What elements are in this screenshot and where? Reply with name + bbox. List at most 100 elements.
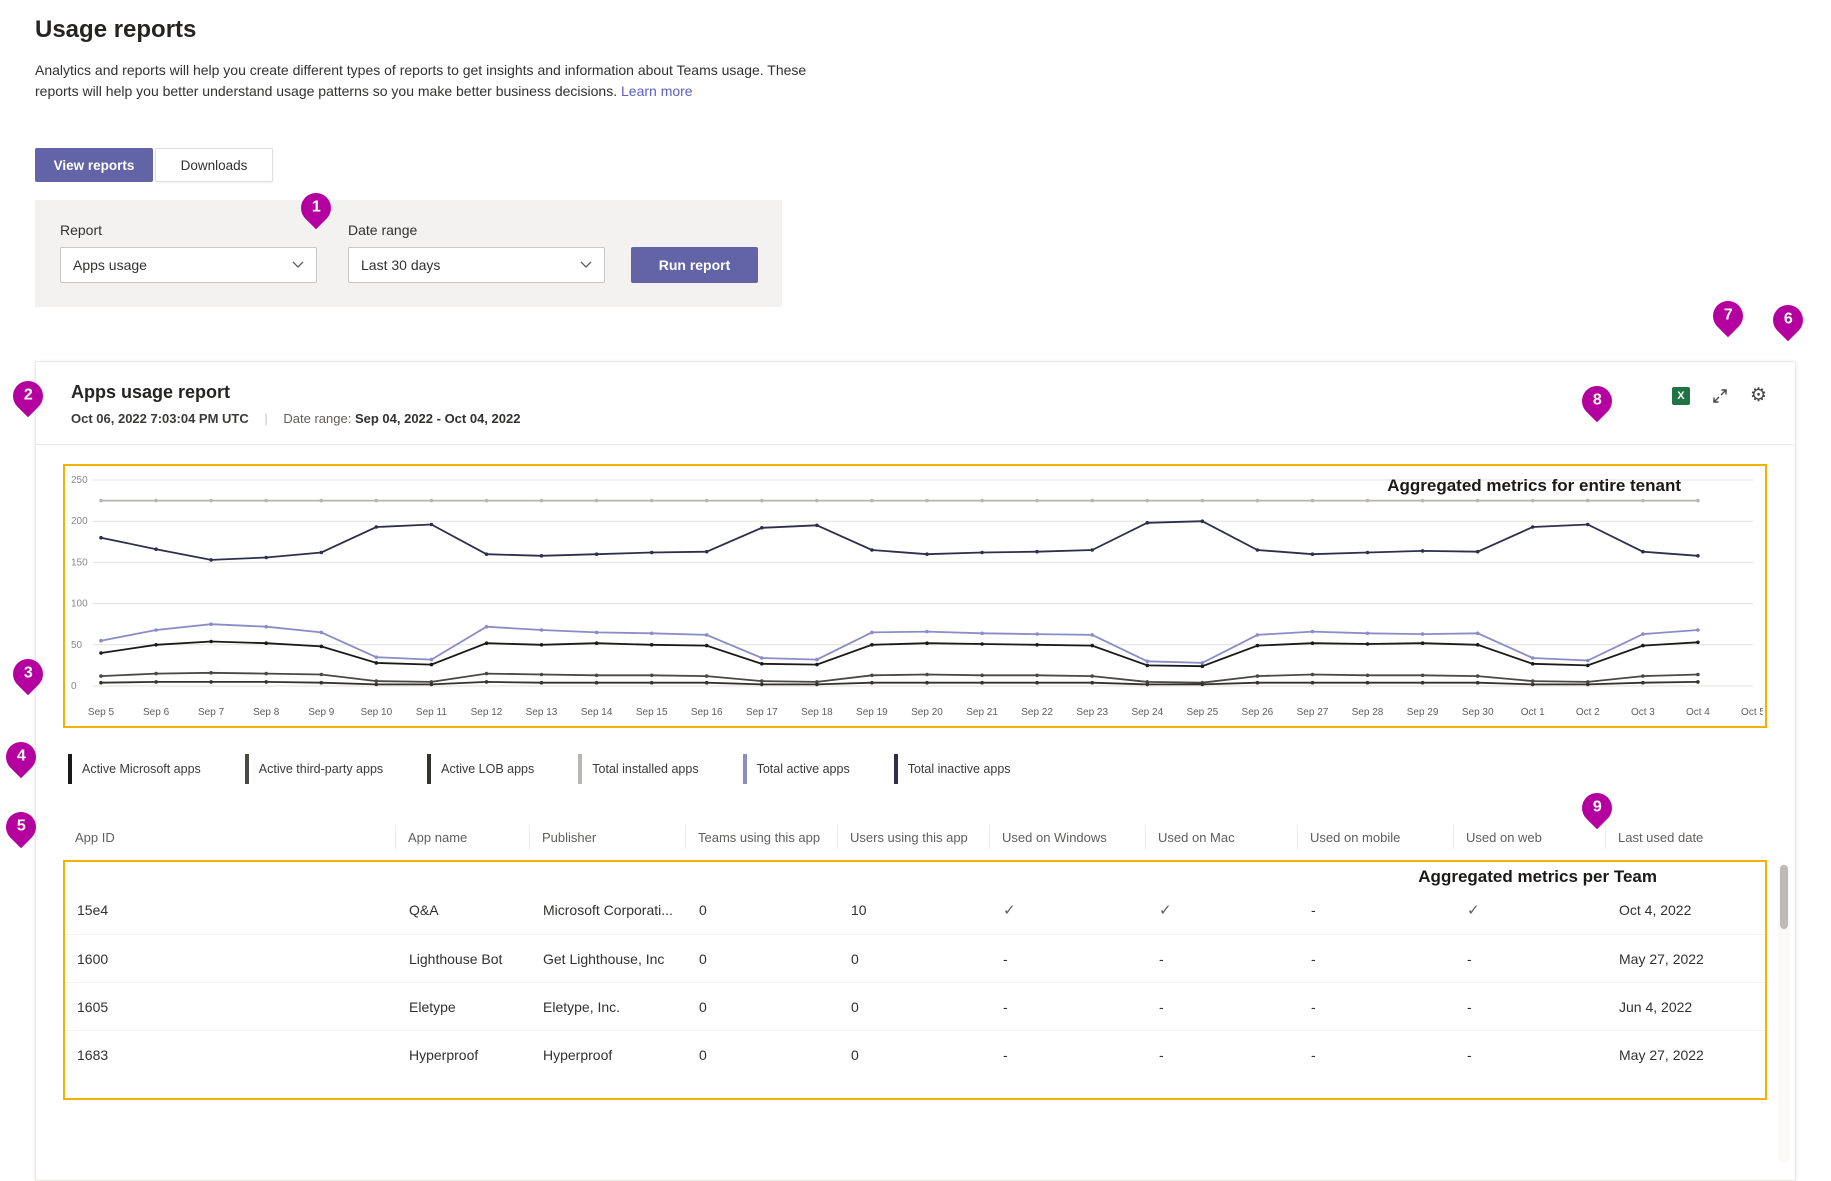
table-cell: - (1311, 998, 1316, 1015)
column-header[interactable]: Users using this app (837, 825, 989, 849)
table-row[interactable]: 1605 Eletype Eletype, Inc. 0 0 - - - - Jun 4, 202… (65, 982, 1765, 1030)
table-cell: - (1159, 950, 1164, 967)
table-cell: 0 (699, 1046, 707, 1063)
table-body: 15e4 Q&A Microsoft Corporati... 0 10 ✓ ✓ - ✓ Oct … (65, 886, 1765, 1078)
table-body-box: Aggregated metrics per Team 15e4 Q&A Micro… (63, 860, 1767, 1100)
table-scrollbar[interactable] (1778, 863, 1790, 1163)
table-annotation: Aggregated metrics per Team (1418, 867, 1657, 886)
apps-usage-chart: 0 50 100 150 200 250 Sep 5 Sep 6 Sep 7 Sep 8 Sep 9… (71, 475, 1763, 718)
table-cell: Hyperproof (543, 1046, 613, 1063)
svg-text:Sep 22: Sep 22 (1021, 707, 1053, 718)
column-header[interactable]: Used on web (1453, 825, 1605, 849)
date-range-select-label: Date range (348, 222, 418, 238)
description-text: Analytics and reports will help you crea… (35, 62, 807, 99)
legend-label: Active third-party apps (258, 762, 384, 776)
legend-marker (244, 754, 249, 784)
settings-gear-icon[interactable]: ⚙ (1749, 385, 1767, 406)
table-cell: 1600 (77, 950, 109, 967)
tab-downloads[interactable]: Downloads (155, 148, 273, 182)
column-header[interactable]: Used on Mac (1145, 825, 1297, 849)
table-cell: Hyperproof (409, 1046, 479, 1063)
svg-text:Sep 24: Sep 24 (1131, 707, 1163, 718)
legend-item[interactable]: Active Microsoft apps (68, 754, 201, 784)
usage-reports-page: Usage reports Analytics and reports will… (0, 16, 1810, 1181)
report-card-header: Apps usage report Oct 06, 2022 7:03:04 P… (36, 362, 1795, 426)
table-cell: Eletype (409, 998, 456, 1015)
svg-text:Oct 2: Oct 2 (1576, 707, 1600, 718)
expand-icon[interactable] (1712, 388, 1728, 404)
legend-item[interactable]: Active third-party apps (244, 754, 384, 784)
table-cell: 15e4 (77, 902, 109, 918)
legend-item[interactable]: Total active apps (742, 754, 850, 784)
excel-export-icon[interactable]: X (1671, 386, 1690, 405)
table-cell: May 27, 2022 (1619, 1046, 1704, 1063)
column-header[interactable]: Publisher (529, 825, 685, 849)
legend-item[interactable]: Active LOB apps (427, 754, 534, 784)
table-cell: 10 (851, 902, 867, 918)
table-row[interactable]: 1600 Lighthouse Bot Get Lighthouse, Inc 0 0 -… (65, 934, 1765, 982)
svg-text:Sep 21: Sep 21 (966, 707, 998, 718)
meta-divider: | (264, 411, 268, 426)
date-range-label: Date range: (283, 411, 352, 426)
column-header[interactable]: Teams using this app (685, 825, 837, 849)
callout-badge-6: 6 (1766, 298, 1810, 342)
legend-item[interactable]: Total installed apps (578, 754, 699, 784)
svg-text:50: 50 (71, 640, 83, 651)
svg-text:Sep 29: Sep 29 (1407, 707, 1439, 718)
report-meta: Oct 06, 2022 7:03:04 PM UTC | Date range… (71, 411, 1765, 426)
svg-text:Oct 5: Oct 5 (1741, 707, 1763, 718)
table-cell: 0 (851, 998, 859, 1015)
table-cell: - (1003, 998, 1008, 1015)
column-header[interactable]: App name (395, 825, 529, 849)
report-filter-panel: Report Apps usage Date range Last 30 day… (35, 200, 782, 307)
svg-text:Sep 8: Sep 8 (253, 707, 280, 718)
legend-marker (427, 754, 432, 784)
column-header[interactable]: Used on Windows (989, 825, 1145, 849)
date-range-value: Sep 04, 2022 - Oct 04, 2022 (354, 411, 521, 426)
table-cell: 0 (699, 998, 707, 1015)
table-cell: - (1467, 998, 1472, 1015)
check-icon: ✓ (1159, 902, 1172, 919)
chart-legend: Active Microsoft apps Active third-party … (68, 754, 1795, 784)
report-toolbar: X ⚙ (1671, 385, 1767, 406)
card-divider (36, 444, 1795, 445)
table-header-row: App ID App name Publisher Teams using this … (63, 814, 1767, 860)
legend-marker (893, 754, 898, 784)
legend-marker (578, 754, 583, 784)
tab-view-reports[interactable]: View reports (35, 148, 153, 182)
svg-text:200: 200 (71, 516, 88, 527)
column-header[interactable]: App ID (75, 829, 115, 845)
report-select[interactable]: Apps usage (60, 247, 317, 283)
column-header[interactable]: Last used date (1605, 825, 1767, 849)
table-cell: - (1159, 998, 1164, 1015)
report-select-value: Apps usage (73, 257, 147, 273)
column-header[interactable]: Used on mobile (1297, 825, 1453, 849)
table-row[interactable]: 15e4 Q&A Microsoft Corporati... 0 10 ✓ ✓ - ✓ Oct … (65, 886, 1765, 934)
table-cell: 0 (851, 950, 859, 967)
run-report-button[interactable]: Run report (631, 247, 758, 283)
table-cell: 0 (851, 1046, 859, 1063)
legend-label: Total inactive apps (907, 762, 1011, 776)
legend-label: Active LOB apps (441, 762, 535, 776)
legend-label: Total installed apps (592, 762, 699, 776)
date-range-select[interactable]: Last 30 days (348, 247, 605, 283)
callout-badge-7: 7 (1706, 294, 1750, 338)
svg-text:150: 150 (71, 557, 88, 568)
svg-text:Sep 6: Sep 6 (143, 707, 170, 718)
table-cell: Lighthouse Bot (409, 950, 503, 967)
svg-text:Sep 25: Sep 25 (1186, 707, 1218, 718)
date-range-select-value: Last 30 days (361, 257, 441, 273)
svg-text:Oct 3: Oct 3 (1631, 707, 1655, 718)
learn-more-link[interactable]: Learn more (621, 83, 693, 99)
table-cell: - (1467, 1046, 1472, 1063)
legend-item[interactable]: Total inactive apps (893, 754, 1011, 784)
table-cell: 1605 (77, 998, 109, 1015)
svg-text:Sep 13: Sep 13 (526, 707, 558, 718)
table-row[interactable]: 1683 Hyperproof Hyperproof 0 0 - - - - May 27, 20… (65, 1030, 1765, 1078)
svg-text:Sep 14: Sep 14 (581, 707, 613, 718)
svg-text:Sep 26: Sep 26 (1242, 707, 1274, 718)
table-cell: 1683 (77, 1046, 109, 1063)
table-cell: - (1467, 950, 1472, 967)
chevron-down-icon (292, 261, 304, 268)
scrollbar-thumb[interactable] (1780, 865, 1788, 929)
